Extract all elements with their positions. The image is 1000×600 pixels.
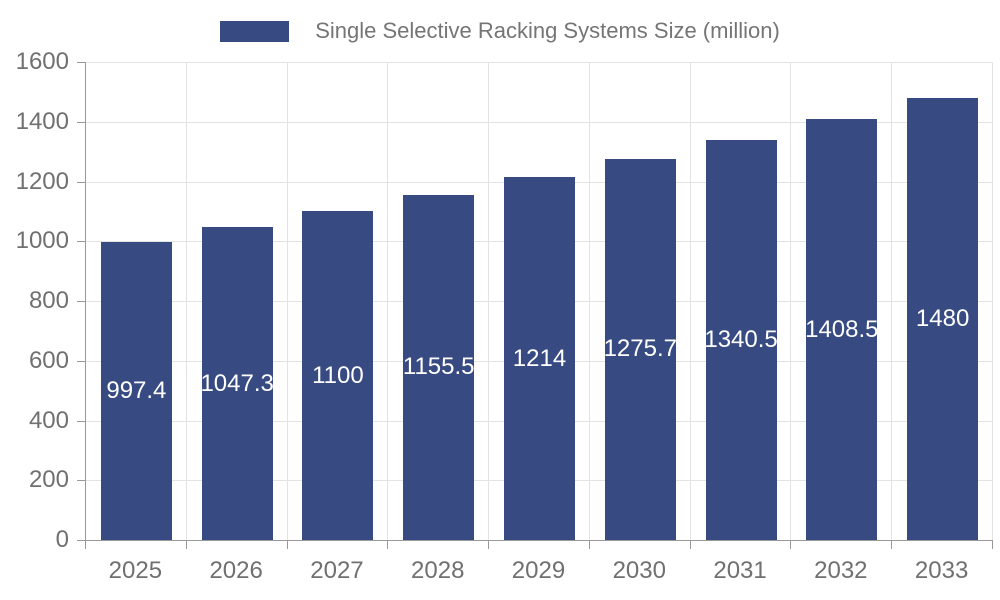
y-axis-tick-label: 1400 xyxy=(15,107,69,135)
x-axis-tick-label: 2026 xyxy=(209,557,263,584)
y-axis-tick-mark xyxy=(77,540,85,541)
bar[interactable]: 1340.5 xyxy=(704,139,778,540)
bar[interactable]: 1100 xyxy=(302,211,374,540)
x-axis-tick-label: 2029 xyxy=(511,557,566,584)
y-axis-tick-mark xyxy=(77,241,85,243)
bar[interactable]: 997.4 xyxy=(100,242,172,540)
x-axis-tick-mark xyxy=(689,541,691,549)
y-axis-tick-mark xyxy=(77,181,85,183)
gridline-vertical xyxy=(992,62,993,540)
y-axis-tick-label: 1600 xyxy=(15,48,69,75)
bar-value-label: 1047.3 xyxy=(200,369,274,397)
x-axis-tick-mark xyxy=(588,541,590,549)
gridline-vertical xyxy=(286,62,288,540)
x-axis-tick-mark xyxy=(185,541,187,549)
y-axis-tick-label: 1200 xyxy=(15,167,69,195)
x-axis-tick-label: 2030 xyxy=(612,557,666,584)
plot-area: 997.4 1047.3 1100 1155.5 1214 1275.7 1340.5 140… xyxy=(85,62,993,541)
gridline-vertical xyxy=(185,62,187,540)
gridline-vertical xyxy=(488,62,490,540)
y-axis-tick-mark xyxy=(77,420,85,422)
y-axis-tick-mark xyxy=(77,480,85,482)
gridline-horizontal xyxy=(86,62,993,63)
bar-value-label: 997.4 xyxy=(106,377,167,405)
x-axis-tick-mark xyxy=(992,541,993,549)
gridline-vertical xyxy=(387,62,389,540)
bar[interactable]: 1408.5 xyxy=(805,119,879,540)
legend-swatch-icon xyxy=(220,20,290,42)
x-axis-tick-label: 2028 xyxy=(411,557,465,584)
y-axis-tick-label: 200 xyxy=(28,466,69,494)
x-axis-tick-label: 2025 xyxy=(108,557,163,584)
bar[interactable]: 1047.3 xyxy=(200,227,274,540)
gridline-vertical xyxy=(689,62,691,540)
gridline-vertical xyxy=(588,62,590,540)
x-axis-tick-mark xyxy=(790,541,792,549)
x-axis-tick-mark xyxy=(286,541,288,549)
x-axis-tick-mark xyxy=(387,541,389,549)
x-axis-tick-label: 2031 xyxy=(713,557,767,584)
y-axis-tick-mark xyxy=(77,62,85,63)
y-axis-tick-label: 1000 xyxy=(15,227,69,255)
x-axis-tick-label: 2033 xyxy=(914,557,969,584)
gridline-vertical xyxy=(891,62,893,540)
y-axis-tick-label: 600 xyxy=(28,346,69,374)
x-axis-tick-mark xyxy=(85,541,86,549)
y-axis-tick-label: 400 xyxy=(28,406,69,434)
x-axis-tick-label: 2027 xyxy=(310,557,364,584)
x-axis-tick-mark xyxy=(891,541,893,549)
bar-value-label: 1480 xyxy=(915,304,970,332)
bar-value-label: 1214 xyxy=(512,344,567,372)
y-axis-tick-mark xyxy=(77,360,85,362)
gridline-horizontal xyxy=(86,121,993,123)
y-axis-tick-label: 0 xyxy=(55,526,69,553)
x-axis-tick-label: 2032 xyxy=(814,557,868,584)
legend-label: Single Selective Racking Systems Size (m… xyxy=(315,18,780,43)
bar[interactable]: 1480 xyxy=(907,97,979,540)
bar-value-label: 1155.5 xyxy=(402,353,475,381)
bar-value-label: 1275.7 xyxy=(603,335,677,363)
bar-value-label: 1100 xyxy=(312,361,364,389)
bar-value-label: 1408.5 xyxy=(805,315,879,343)
gridline-vertical xyxy=(790,62,792,540)
y-axis-tick-mark xyxy=(77,121,85,123)
x-axis-tick-mark xyxy=(488,541,490,549)
legend[interactable]: Single Selective Racking Systems Size (m… xyxy=(0,18,1000,44)
bar[interactable]: 1275.7 xyxy=(603,158,677,540)
bar-value-label: 1340.5 xyxy=(704,325,778,353)
bar[interactable]: 1214 xyxy=(503,177,576,540)
y-axis-tick-label: 800 xyxy=(28,287,69,314)
bar[interactable]: 1155.5 xyxy=(402,194,475,540)
y-axis-tick-mark xyxy=(77,301,85,302)
